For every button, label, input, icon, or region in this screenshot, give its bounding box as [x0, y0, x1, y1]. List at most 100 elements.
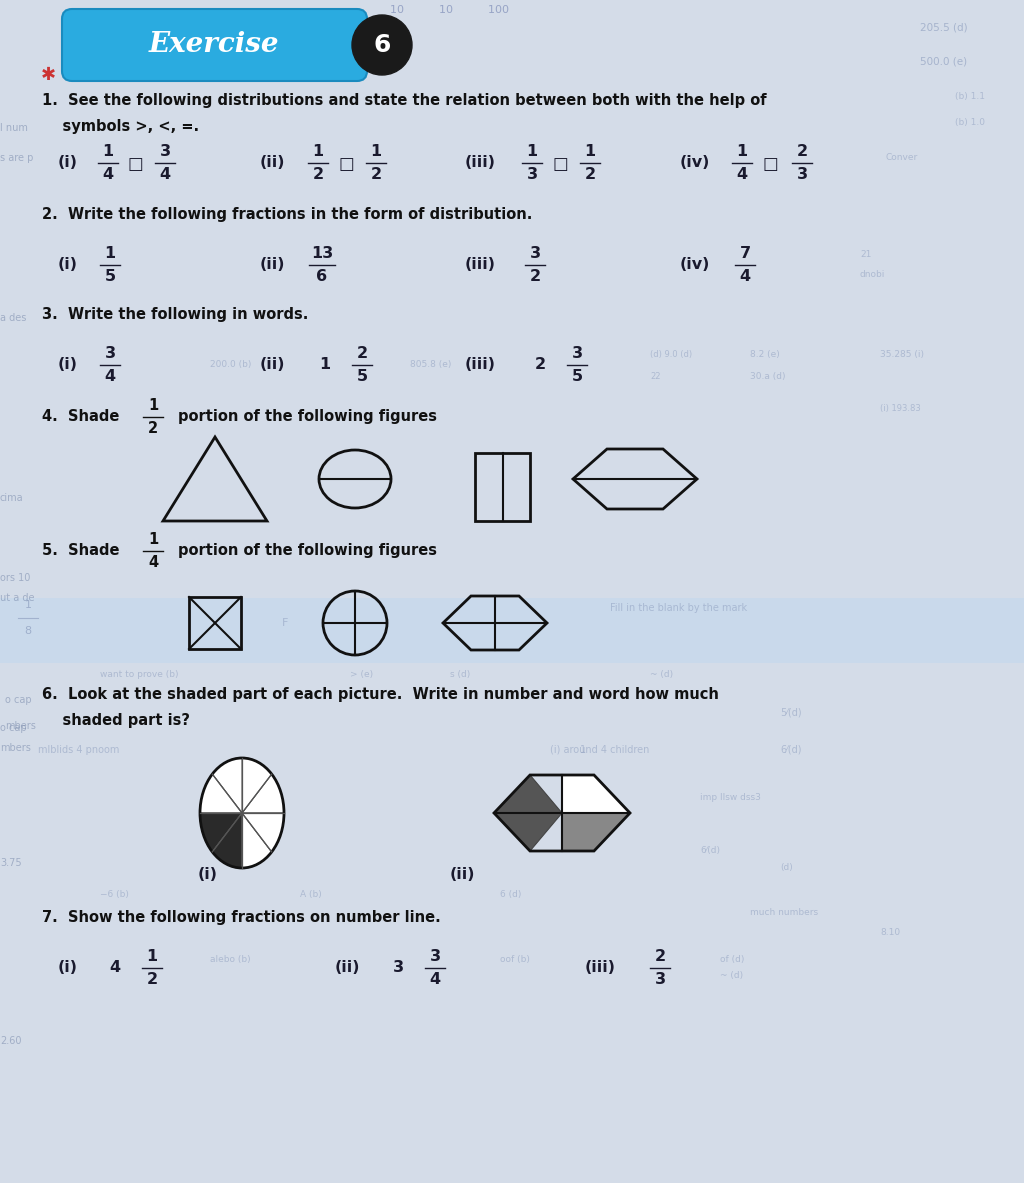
Text: 2.60: 2.60	[0, 1036, 22, 1046]
Text: > (e): > (e)	[350, 671, 373, 679]
Text: cima: cima	[0, 493, 24, 503]
Text: 4.  Shade: 4. Shade	[42, 409, 120, 425]
Text: 3: 3	[571, 345, 583, 361]
Text: □: □	[762, 155, 778, 173]
Text: 4: 4	[739, 269, 751, 284]
Text: (i): (i)	[58, 258, 78, 272]
Text: (iii): (iii)	[465, 258, 496, 272]
Polygon shape	[242, 813, 284, 852]
Text: 4: 4	[429, 972, 440, 987]
Polygon shape	[242, 813, 271, 868]
Text: much numbers: much numbers	[750, 909, 818, 918]
Text: 805.8 (e): 805.8 (e)	[410, 361, 452, 369]
Text: (ii): (ii)	[260, 155, 286, 170]
Text: a des: a des	[0, 313, 27, 323]
Text: (ii): (ii)	[260, 357, 286, 373]
Text: 1: 1	[147, 532, 158, 547]
Text: ~ (d): ~ (d)	[650, 671, 673, 679]
Polygon shape	[494, 775, 562, 813]
Text: 6⁄(d): 6⁄(d)	[700, 847, 720, 855]
Text: s (d): s (d)	[450, 671, 470, 679]
Polygon shape	[200, 813, 242, 852]
Text: 1: 1	[371, 144, 382, 159]
Text: 8.2 (e): 8.2 (e)	[750, 350, 779, 360]
Text: 35.285 (i): 35.285 (i)	[880, 350, 924, 360]
Text: 1: 1	[319, 357, 331, 373]
Text: 8: 8	[25, 626, 32, 636]
Text: (d): (d)	[780, 864, 793, 873]
Text: □: □	[552, 155, 568, 173]
Text: 3: 3	[654, 972, 666, 987]
Text: 3.  Write the following in words.: 3. Write the following in words.	[42, 308, 308, 323]
Text: 2.  Write the following fractions in the form of distribution.: 2. Write the following fractions in the …	[42, 207, 532, 222]
Text: (ii): (ii)	[335, 961, 360, 976]
Circle shape	[352, 15, 412, 75]
Text: 500.0 (e): 500.0 (e)	[920, 56, 967, 66]
Text: 2: 2	[585, 167, 596, 182]
Text: 5: 5	[356, 369, 368, 384]
Text: 30.a (d): 30.a (d)	[750, 373, 785, 381]
Text: shaded part is?: shaded part is?	[42, 713, 190, 729]
Text: 5.  Shade: 5. Shade	[42, 543, 120, 558]
Text: 1: 1	[25, 600, 32, 610]
Text: 3: 3	[392, 961, 403, 976]
Text: 7.  Show the following fractions on number line.: 7. Show the following fractions on numbe…	[42, 911, 440, 925]
Text: (iii): (iii)	[585, 961, 616, 976]
Text: 4: 4	[147, 555, 158, 570]
Text: 13: 13	[311, 246, 333, 261]
Bar	[475, 453, 530, 521]
Text: 1: 1	[312, 144, 324, 159]
Text: 8.10: 8.10	[880, 929, 900, 937]
Text: 1: 1	[526, 144, 538, 159]
Text: 22: 22	[650, 373, 660, 381]
Text: mbers: mbers	[5, 720, 36, 731]
Polygon shape	[200, 774, 242, 813]
Polygon shape	[242, 774, 284, 813]
Polygon shape	[562, 813, 630, 851]
Text: 4: 4	[736, 167, 748, 182]
Text: 1: 1	[104, 246, 116, 261]
Text: (i): (i)	[58, 155, 78, 170]
Text: 6 (d): 6 (d)	[500, 891, 521, 899]
Text: 1: 1	[102, 144, 114, 159]
Text: 5: 5	[104, 269, 116, 284]
Text: dnobi: dnobi	[860, 271, 886, 279]
Text: (i) around 4 children: (i) around 4 children	[550, 745, 649, 755]
Polygon shape	[212, 813, 242, 868]
Text: □: □	[127, 155, 143, 173]
Text: 6⁄(d): 6⁄(d)	[780, 745, 802, 755]
Text: 205.5 (d): 205.5 (d)	[920, 22, 968, 33]
Text: o cap: o cap	[5, 694, 32, 705]
Text: 3: 3	[429, 949, 440, 964]
Text: ~ (d): ~ (d)	[720, 971, 743, 981]
Text: mlblids 4 pnoom: mlblids 4 pnoom	[38, 745, 120, 755]
Text: ✱: ✱	[40, 66, 55, 84]
Text: 4: 4	[160, 167, 171, 182]
Text: (d) 9.0 (d): (d) 9.0 (d)	[650, 350, 692, 360]
Polygon shape	[242, 758, 271, 813]
Text: want to prove (b): want to prove (b)	[100, 671, 178, 679]
Bar	[189, 597, 241, 649]
Text: 10          10          100: 10 10 100	[390, 5, 510, 15]
Text: (ii): (ii)	[450, 867, 475, 883]
Text: 6.  Look at the shaded part of each picture.  Write in number and word how much: 6. Look at the shaded part of each pictu…	[42, 687, 719, 703]
Text: 7: 7	[739, 246, 751, 261]
Polygon shape	[212, 758, 242, 813]
Text: 1: 1	[736, 144, 748, 159]
Text: 3: 3	[797, 167, 808, 182]
Text: (b) 1.1: (b) 1.1	[955, 91, 985, 101]
Text: 2: 2	[146, 972, 158, 987]
Text: 1: 1	[147, 397, 158, 413]
Text: o cap: o cap	[0, 723, 27, 733]
Text: s are p: s are p	[0, 153, 34, 163]
Text: 3: 3	[160, 144, 171, 159]
Text: (iv): (iv)	[680, 155, 711, 170]
Text: A (b): A (b)	[300, 891, 322, 899]
Text: −6 (b): −6 (b)	[100, 891, 129, 899]
Text: l num: l num	[0, 123, 28, 132]
Text: 4: 4	[102, 167, 114, 182]
FancyBboxPatch shape	[0, 597, 1024, 662]
Text: 1: 1	[580, 745, 586, 755]
Text: 1: 1	[585, 144, 596, 159]
Text: 3: 3	[529, 246, 541, 261]
